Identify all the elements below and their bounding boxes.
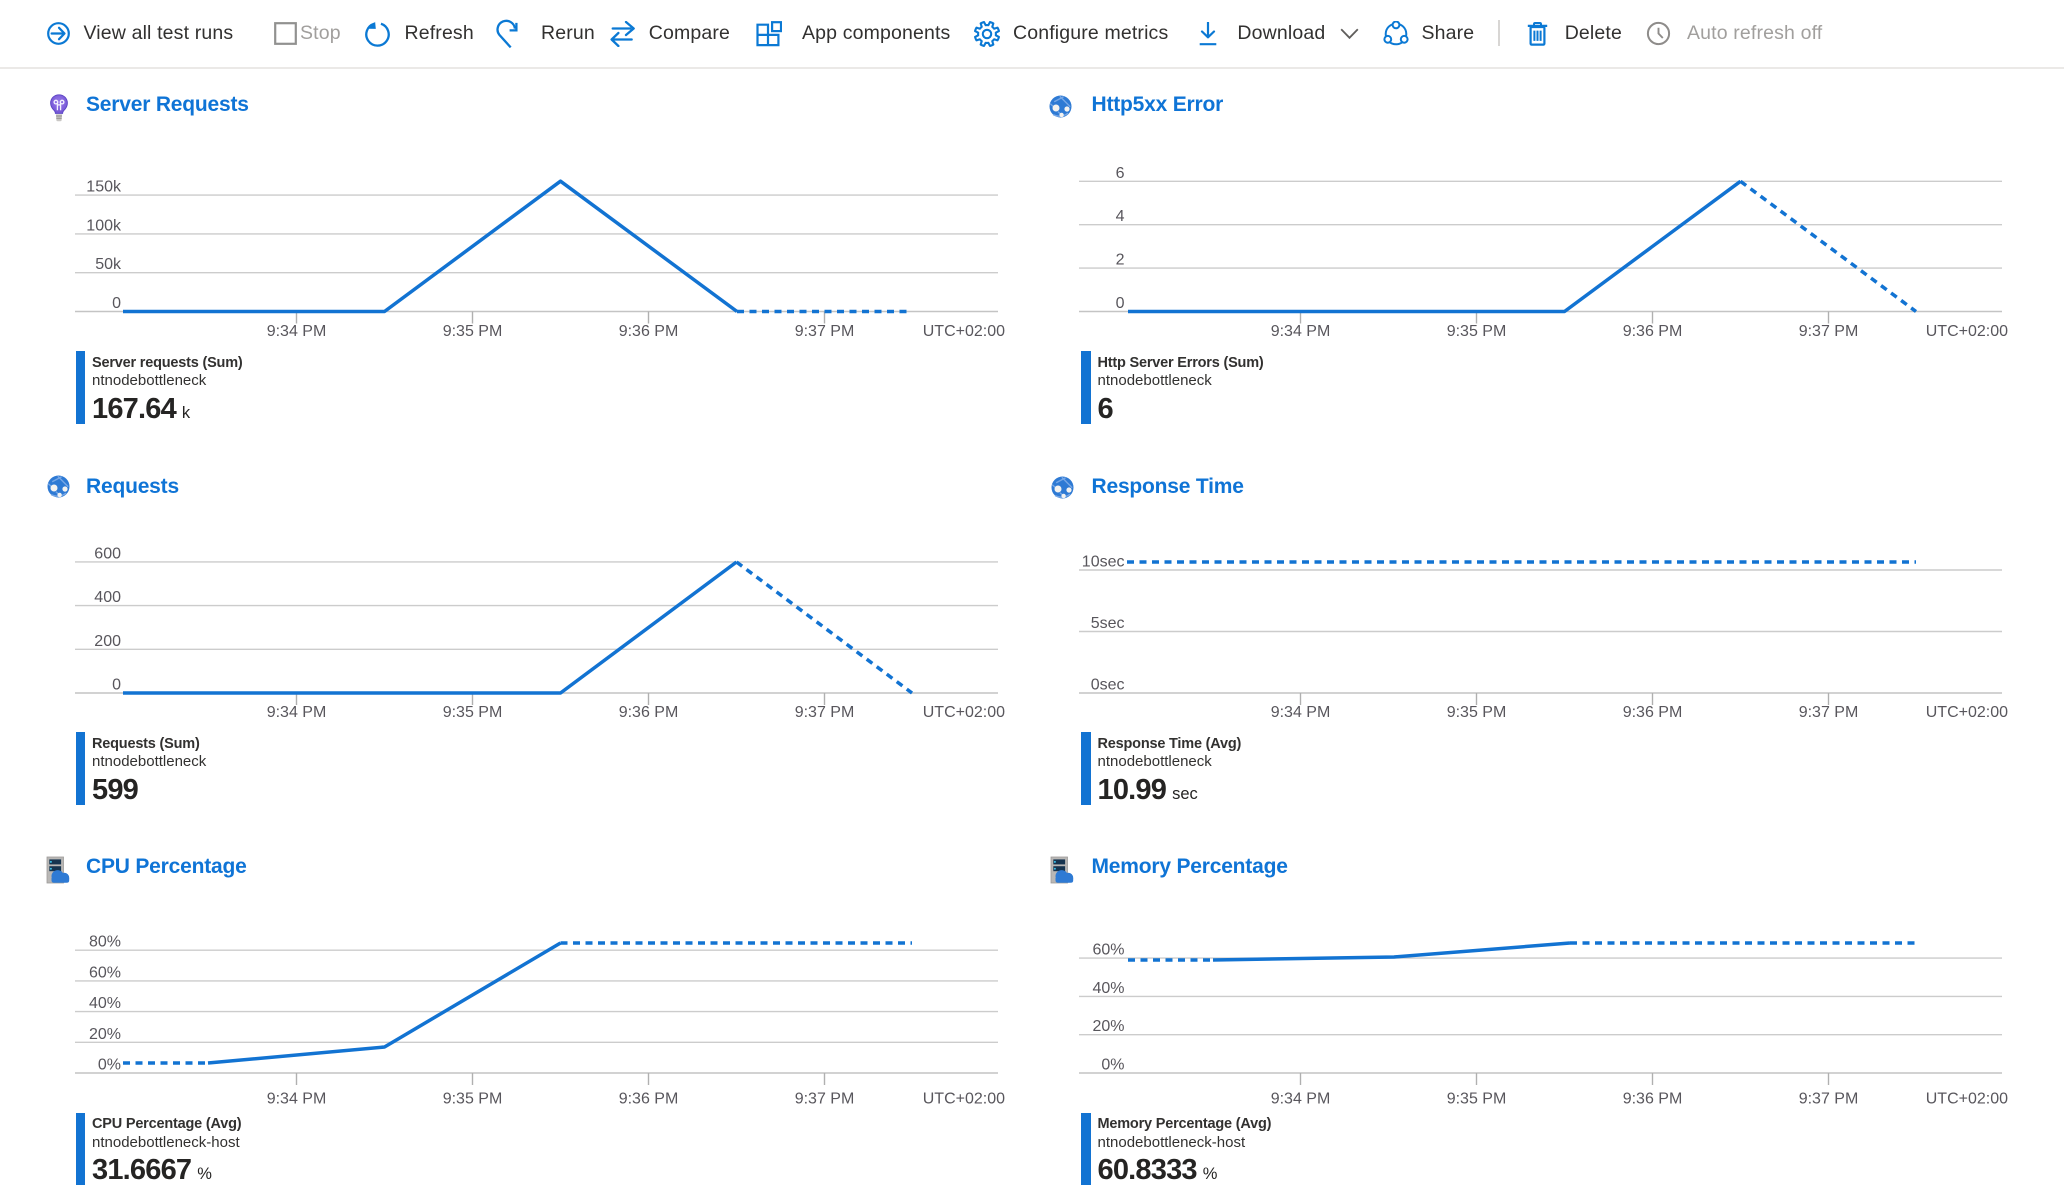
svg-text:9:36 PM: 9:36 PM [619,1091,679,1108]
svg-text:40%: 40% [89,995,121,1012]
svg-text:9:37 PM: 9:37 PM [1799,323,1859,340]
svg-text:600: 600 [94,545,121,562]
svg-text:9:35 PM: 9:35 PM [1447,323,1507,340]
svg-text:50k: 50k [95,256,122,273]
svg-text:0: 0 [112,295,121,312]
svg-text:UTC+02:00: UTC+02:00 [1926,1091,2008,1108]
svg-text:UTC+02:00: UTC+02:00 [1926,323,2008,340]
svg-text:5sec: 5sec [1091,615,1125,632]
svg-text:9:36 PM: 9:36 PM [1623,1091,1683,1108]
svg-text:10sec: 10sec [1082,554,1125,571]
svg-text:9:36 PM: 9:36 PM [1623,704,1683,721]
svg-text:9:35 PM: 9:35 PM [1447,1091,1507,1108]
svg-text:9:36 PM: 9:36 PM [619,323,679,340]
svg-text:4: 4 [1116,208,1125,225]
svg-text:0%: 0% [98,1057,121,1074]
svg-text:9:34 PM: 9:34 PM [1271,704,1331,721]
svg-text:9:37 PM: 9:37 PM [1799,704,1859,721]
svg-text:60%: 60% [1092,942,1124,959]
svg-text:9:34 PM: 9:34 PM [1271,323,1331,340]
svg-text:6: 6 [1116,165,1125,182]
svg-text:9:34 PM: 9:34 PM [267,704,327,721]
svg-text:9:36 PM: 9:36 PM [1623,323,1683,340]
svg-text:100k: 100k [86,217,122,234]
svg-text:20%: 20% [1092,1018,1124,1035]
svg-text:9:35 PM: 9:35 PM [443,1091,503,1108]
svg-text:0: 0 [1116,295,1125,312]
svg-text:9:34 PM: 9:34 PM [1271,1091,1331,1108]
svg-text:9:37 PM: 9:37 PM [795,704,855,721]
svg-text:UTC+02:00: UTC+02:00 [923,1091,1005,1108]
svg-text:150k: 150k [86,179,122,196]
svg-text:UTC+02:00: UTC+02:00 [1926,704,2008,721]
svg-text:9:34 PM: 9:34 PM [267,323,327,340]
svg-text:200: 200 [94,633,121,650]
svg-text:9:36 PM: 9:36 PM [619,704,679,721]
svg-text:9:37 PM: 9:37 PM [1799,1091,1859,1108]
svg-text:40%: 40% [1092,980,1124,997]
svg-text:400: 400 [94,589,121,606]
svg-text:9:35 PM: 9:35 PM [443,323,503,340]
svg-text:0sec: 0sec [1091,677,1125,694]
svg-text:UTC+02:00: UTC+02:00 [923,323,1005,340]
svg-text:2: 2 [1116,252,1125,269]
svg-text:20%: 20% [89,1026,121,1043]
svg-text:9:34 PM: 9:34 PM [267,1091,327,1108]
svg-text:60%: 60% [89,964,121,981]
svg-text:0: 0 [112,677,121,694]
svg-text:80%: 80% [89,934,121,951]
svg-text:9:37 PM: 9:37 PM [795,323,855,340]
svg-text:UTC+02:00: UTC+02:00 [923,704,1005,721]
svg-text:9:37 PM: 9:37 PM [795,1091,855,1108]
svg-text:0%: 0% [1101,1057,1124,1074]
svg-text:9:35 PM: 9:35 PM [443,704,503,721]
svg-text:9:35 PM: 9:35 PM [1447,704,1507,721]
